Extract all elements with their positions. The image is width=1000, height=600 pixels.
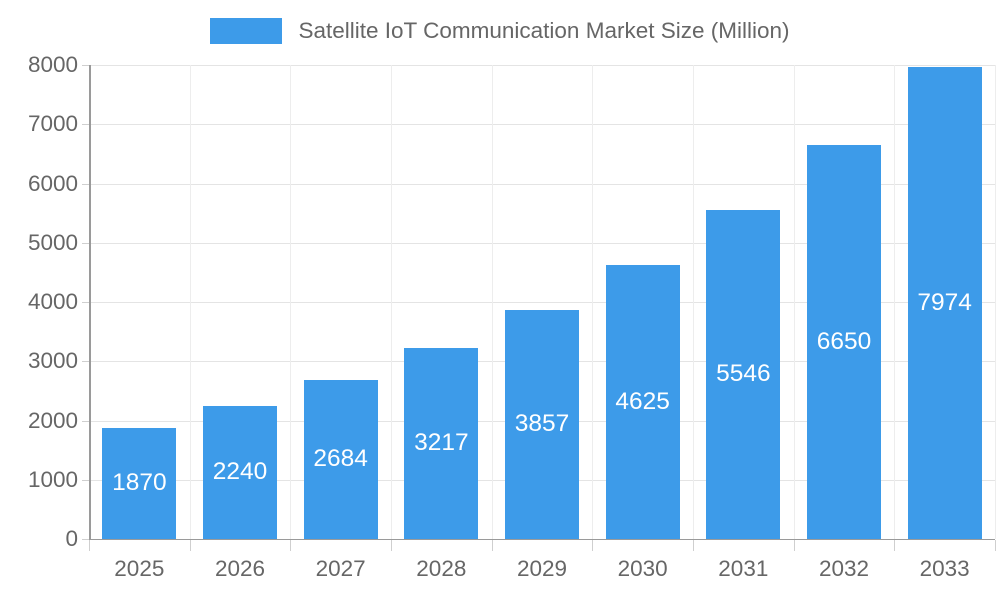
x-axis-tick-mark bbox=[491, 540, 493, 551]
x-axis-tick-mark bbox=[995, 540, 996, 551]
y-axis-tick-label: 3000 bbox=[27, 348, 78, 374]
x-axis-tick-label: 2025 bbox=[114, 556, 165, 581]
bar[interactable]: 2240 bbox=[203, 406, 277, 539]
gridline-horizontal bbox=[89, 124, 995, 126]
y-axis-line bbox=[89, 65, 91, 540]
bar-value-label: 2684 bbox=[313, 445, 368, 473]
y-axis-tick-mark bbox=[82, 124, 89, 126]
y-axis-tick-label: 2000 bbox=[27, 407, 78, 433]
y-axis-tick-mark bbox=[82, 479, 89, 481]
x-axis-tick-label: 2033 bbox=[919, 556, 970, 581]
x-axis-tick-label: 2027 bbox=[315, 556, 366, 581]
bar-value-label: 3857 bbox=[514, 410, 570, 438]
bar-value-label: 3217 bbox=[414, 429, 469, 457]
x-axis-tick-mark bbox=[290, 540, 292, 551]
x-axis-tick-label: 2026 bbox=[214, 556, 266, 581]
x-axis-tick-label: 2028 bbox=[416, 556, 467, 581]
bar-value-label: 6650 bbox=[816, 327, 872, 355]
bar-value-label: 5546 bbox=[716, 360, 771, 388]
bar[interactable]: 5546 bbox=[706, 210, 781, 539]
y-axis-tick-mark bbox=[82, 183, 89, 185]
y-axis-tick-mark bbox=[82, 539, 89, 540]
bar[interactable]: 2684 bbox=[303, 379, 378, 539]
gridline-horizontal bbox=[89, 242, 995, 244]
y-axis-tick-mark bbox=[82, 65, 89, 66]
y-axis-tick-label: 1000 bbox=[27, 466, 78, 492]
bar-value-label: 2240 bbox=[212, 458, 268, 486]
gridline-vertical bbox=[391, 65, 392, 539]
y-axis-tick-label: 0 bbox=[65, 526, 78, 551]
bar-value-label: 7974 bbox=[917, 288, 972, 316]
plot-area: 1870 2240 2684 3217 3857 4625 5546 6650 7974 bbox=[89, 65, 996, 540]
gridline-horizontal bbox=[89, 183, 995, 185]
gridline-horizontal bbox=[89, 302, 995, 303]
bar-value-label: 1870 bbox=[112, 469, 167, 497]
y-axis-tick-mark bbox=[82, 302, 89, 303]
gridline-vertical bbox=[894, 65, 896, 539]
x-axis-tick-label: 2031 bbox=[718, 556, 769, 581]
bar[interactable]: 1870 bbox=[102, 428, 177, 539]
y-axis-tick-label: 5000 bbox=[27, 229, 78, 255]
x-axis-tick-label: 2029 bbox=[516, 556, 568, 581]
gridline-vertical bbox=[793, 65, 795, 539]
x-axis-tick-label: 2032 bbox=[818, 556, 870, 581]
gridline-vertical bbox=[290, 65, 292, 539]
y-axis-tick-mark bbox=[82, 242, 89, 244]
x-axis-tick-mark bbox=[89, 540, 90, 551]
y-axis-tick-label: 7000 bbox=[27, 111, 78, 137]
gridline-vertical bbox=[693, 65, 694, 539]
y-axis-tick-label: 8000 bbox=[27, 52, 78, 77]
bar[interactable]: 3217 bbox=[404, 348, 479, 539]
y-axis-tick-label: 6000 bbox=[27, 170, 78, 196]
bar[interactable]: 6650 bbox=[807, 144, 881, 539]
gridline-vertical bbox=[491, 65, 493, 539]
bar[interactable]: 3857 bbox=[505, 310, 579, 539]
x-axis-tick-label: 2030 bbox=[617, 556, 668, 581]
bar-value-label: 4625 bbox=[615, 387, 670, 415]
x-axis-tick-mark bbox=[894, 540, 896, 551]
x-axis-tick-mark bbox=[592, 540, 594, 551]
x-axis-line bbox=[89, 538, 995, 541]
legend-color-swatch bbox=[210, 18, 283, 44]
gridline-horizontal bbox=[89, 65, 995, 66]
y-axis-tick-label: 4000 bbox=[27, 289, 78, 314]
x-axis-tick-mark bbox=[391, 540, 392, 551]
x-axis-tick-mark bbox=[693, 540, 694, 551]
bar[interactable]: 4625 bbox=[605, 264, 680, 539]
y-axis-tick-mark bbox=[82, 361, 89, 363]
gridline-vertical bbox=[189, 65, 191, 539]
y-axis-tick-mark bbox=[82, 420, 89, 422]
gridline-vertical bbox=[995, 65, 996, 539]
legend-label: Satellite IoT Communication Market Size … bbox=[298, 18, 790, 43]
chart-legend: Satellite IoT Communication Market Size … bbox=[0, 14, 1000, 48]
bar[interactable]: 7974 bbox=[907, 66, 982, 539]
gridline-vertical bbox=[592, 65, 594, 539]
x-axis-tick-mark bbox=[793, 540, 795, 551]
x-axis-tick-mark bbox=[189, 540, 191, 551]
